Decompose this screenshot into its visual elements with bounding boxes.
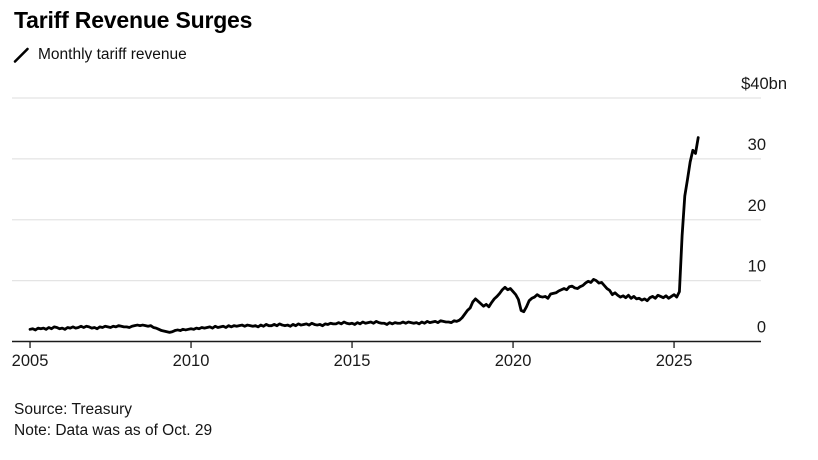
x-axis-label-2020: 2020: [495, 352, 532, 370]
y-axis-label-30: 30: [748, 136, 766, 154]
diagonal-line-icon: [13, 47, 29, 63]
x-axis-label-2010: 2010: [173, 352, 210, 370]
source-line: Source: Treasury: [14, 401, 133, 418]
x-axis-label-2005: 2005: [12, 352, 49, 370]
source-note: Source: Treasury Note: Data was as of Oc…: [14, 399, 212, 441]
legend: Monthly tariff revenue: [13, 46, 187, 64]
chart-title: Tariff Revenue Surges: [14, 7, 253, 33]
x-axis-label-2015: 2015: [334, 352, 371, 370]
y-axis-label-10: 10: [748, 258, 766, 276]
y-axis-label-0: 0: [757, 319, 766, 337]
note-line: Note: Data was as of Oct. 29: [14, 422, 213, 439]
legend-label: Monthly tariff revenue: [38, 46, 187, 63]
y-axis-label-40: $40bn: [741, 75, 787, 93]
x-axis-label-2025: 2025: [656, 352, 693, 370]
y-axis-label-20: 20: [748, 197, 766, 215]
monthly-tariff-revenue-series: [28, 136, 700, 334]
